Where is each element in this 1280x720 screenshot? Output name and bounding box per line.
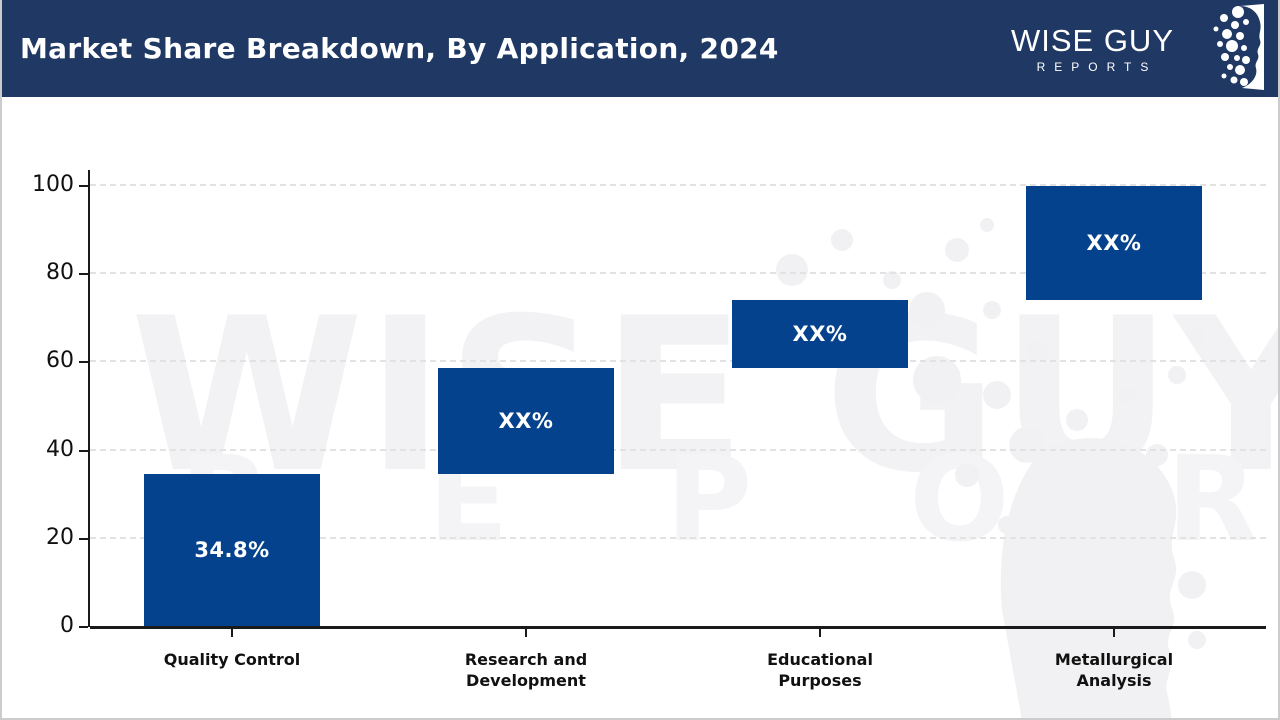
logo-subtext: REPORTS: [1036, 59, 1158, 74]
y-axis-line: [88, 170, 90, 627]
logo-wordmark: WISE GUY: [1010, 22, 1174, 58]
gridline-20: [90, 536, 1266, 539]
wise-guy-face-icon: [1180, 3, 1264, 94]
x-tick: [819, 629, 821, 637]
x-tick: [231, 629, 233, 637]
y-tick-label-20: 20: [46, 524, 74, 550]
wise-guy-logo-text: WISE GUY REPORTS: [1011, 25, 1174, 73]
y-tick-label-40: 40: [46, 436, 74, 462]
x-category-label: Quality Control: [163, 650, 301, 669]
y-tick-40: [79, 449, 88, 452]
x-category-label: Educational Purposes: [767, 650, 873, 690]
bar-value-label: XX%: [1086, 230, 1142, 255]
bar-value-label: 34.8%: [194, 538, 270, 563]
bar-segment: 34.8%: [144, 473, 320, 627]
gridline-40: [90, 448, 1266, 451]
bar-value-label: XX%: [498, 408, 554, 433]
y-tick-label-100: 100: [32, 172, 74, 198]
page-title: Market Share Breakdown, By Application, …: [20, 32, 779, 65]
y-tick-0: [79, 626, 88, 628]
x-tick: [1113, 629, 1115, 637]
gridline-60: [90, 360, 1266, 363]
plot-area: 34.8% XX% XX% XX%: [90, 164, 1266, 627]
y-tick-60: [79, 361, 88, 364]
x-tick: [525, 629, 527, 637]
wise-guy-logo: WISE GUY REPORTS: [1011, 3, 1278, 94]
y-tick-label-80: 80: [46, 260, 74, 286]
y-tick-100: [79, 185, 88, 188]
gridline-100: [90, 184, 1266, 187]
x-axis-line: [90, 626, 1266, 629]
bar-value-label: XX%: [792, 321, 848, 346]
y-tick-20: [79, 537, 88, 540]
x-category-label: Metallurgical Analysis: [1054, 650, 1174, 690]
y-tick-80: [79, 273, 88, 276]
x-category-label: Research and Development: [464, 650, 588, 690]
y-tick-label-0: 0: [60, 613, 74, 638]
gridline-80: [90, 272, 1266, 275]
bar-segment: XX%: [438, 367, 614, 474]
y-axis: 0 20 40 60 80 100: [2, 164, 88, 637]
header-bar: Market Share Breakdown, By Application, …: [2, 0, 1278, 97]
bar-segment: XX%: [1026, 186, 1202, 300]
bar-segment: XX%: [732, 299, 908, 368]
y-tick-label-60: 60: [46, 348, 74, 374]
